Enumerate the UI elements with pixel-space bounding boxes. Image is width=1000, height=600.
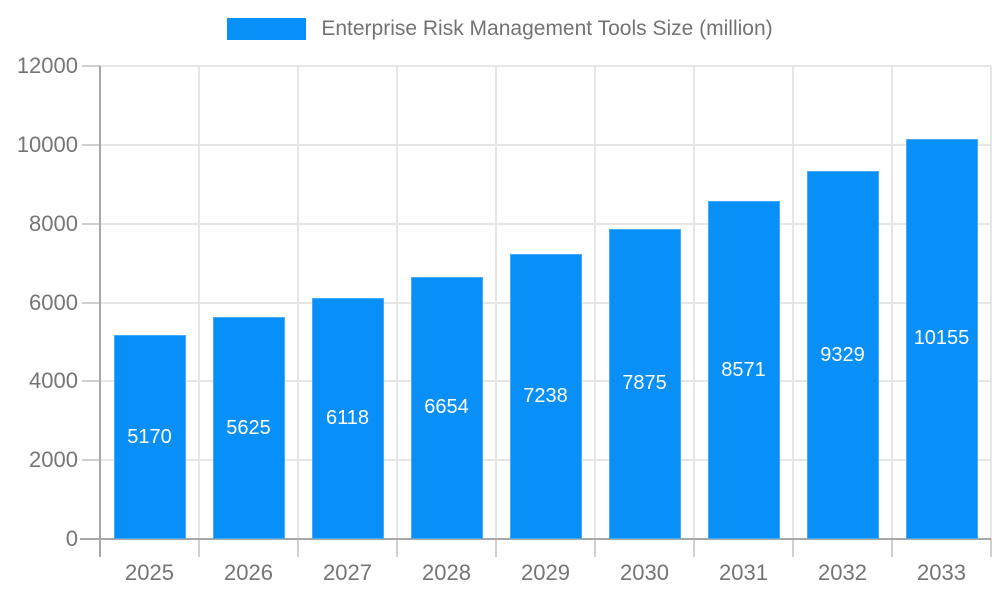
bar-value-label: 5170: [127, 425, 172, 448]
bar-value-label: 8571: [721, 358, 766, 381]
bar-value-label: 6118: [325, 406, 369, 429]
bar-value-label: 10155: [913, 327, 970, 350]
bar[interactable]: 9329: [806, 171, 879, 539]
x-tick-label: 2031: [719, 560, 768, 585]
y-axis-tick: [82, 222, 100, 225]
gridline-vertical: [198, 66, 200, 539]
bar[interactable]: 7875: [608, 228, 681, 539]
x-tick-label: 2032: [818, 560, 867, 585]
bar[interactable]: 5625: [212, 317, 285, 539]
y-axis-tick: [82, 459, 100, 462]
y-tick-label: 4000: [29, 368, 78, 394]
bar-value-label: 7238: [523, 384, 568, 407]
x-axis-tick: [891, 539, 893, 557]
gridline-horizontal: [100, 222, 991, 225]
x-axis-tick: [198, 539, 200, 557]
y-axis-tick: [82, 143, 100, 146]
bar-value-label: 6654: [424, 396, 469, 419]
x-tick-label: 2028: [422, 560, 471, 585]
gridline-vertical: [891, 66, 893, 539]
x-axis-line: [80, 538, 991, 540]
gridline-vertical: [792, 66, 794, 539]
legend-swatch-icon: [227, 18, 307, 40]
y-axis-tick: [82, 301, 100, 304]
y-tick-label: 10000: [16, 131, 78, 157]
y-tick-label: 0: [65, 526, 78, 551]
gridline-vertical: [396, 66, 398, 539]
bar-value-label: 9329: [820, 343, 865, 366]
bar[interactable]: 6118: [311, 297, 384, 539]
gridline-vertical: [297, 66, 299, 539]
x-axis-tick: [495, 539, 497, 557]
y-tick-label: 6000: [29, 289, 78, 315]
y-axis-tick: [82, 380, 100, 383]
gridline-vertical: [990, 66, 992, 539]
chart-legend[interactable]: Enterprise Risk Management Tools Size (m…: [0, 14, 1000, 44]
y-tick-label: 8000: [29, 210, 78, 236]
bar-value-label: 7875: [622, 372, 667, 395]
gridline-vertical: [693, 66, 695, 539]
x-axis-tick: [792, 539, 794, 557]
gridline-vertical: [495, 66, 497, 539]
legend-label: Enterprise Risk Management Tools Size (m…: [321, 17, 773, 40]
y-tick-label: 12000: [16, 53, 78, 78]
x-tick-label: 2033: [917, 560, 966, 585]
bar-value-label: 5625: [226, 416, 271, 439]
y-axis-line: [99, 66, 101, 557]
gridline-horizontal: [100, 143, 991, 146]
x-tick-label: 2030: [620, 560, 669, 585]
bar[interactable]: 8571: [707, 201, 780, 539]
bar[interactable]: 5170: [113, 335, 186, 539]
y-axis-tick: [82, 65, 100, 67]
x-tick-label: 2026: [224, 560, 273, 585]
x-tick-label: 2025: [125, 560, 174, 585]
x-axis-tick: [990, 539, 992, 557]
gridline-vertical: [594, 66, 596, 539]
x-axis-tick: [396, 539, 398, 557]
bar[interactable]: 10155: [905, 138, 978, 539]
y-tick-label: 2000: [29, 447, 78, 473]
bar[interactable]: 6654: [410, 276, 483, 539]
x-axis-tick: [297, 539, 299, 557]
x-tick-label: 2027: [323, 560, 372, 585]
x-tick-label: 2029: [521, 560, 570, 585]
bar[interactable]: 7238: [509, 253, 582, 539]
gridline-horizontal: [100, 65, 991, 67]
x-axis-tick: [693, 539, 695, 557]
x-axis-tick: [594, 539, 596, 557]
